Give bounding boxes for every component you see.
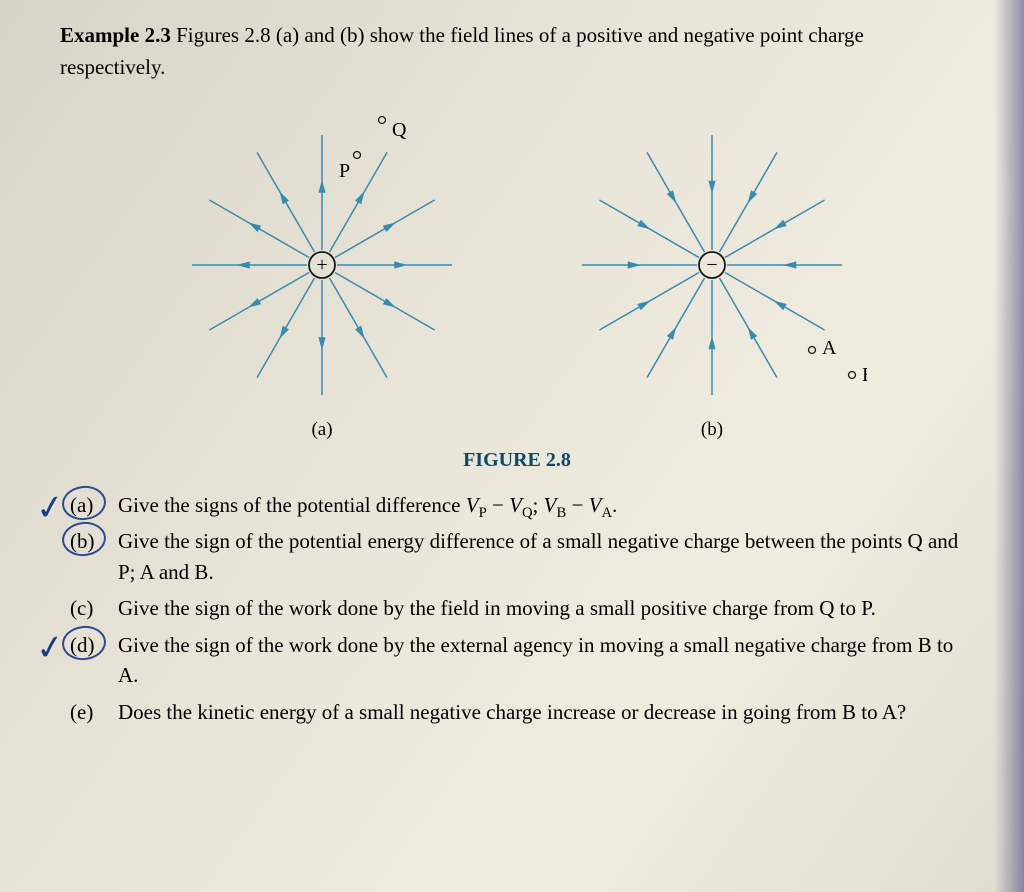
- checkmark-icon: ✓: [33, 482, 68, 535]
- question-d-tag: (d): [70, 630, 118, 660]
- question-c-tag: (c): [70, 593, 118, 623]
- question-c-text: Give the sign of the work done by the fi…: [118, 593, 974, 623]
- question-b-tag: (b): [70, 526, 118, 556]
- svg-text:−: −: [706, 254, 717, 276]
- question-d: ✓ (d) Give the sign of the work done by …: [70, 630, 974, 691]
- question-c: (c) Give the sign of the work done by th…: [70, 593, 974, 623]
- question-e-text: Does the kinetic energy of a small negat…: [118, 697, 974, 727]
- svg-text:A: A: [822, 337, 837, 359]
- question-b: (b) Give the sign of the potential energ…: [70, 526, 974, 587]
- figure-b-diagram: − A B: [557, 95, 867, 415]
- question-d-text: Give the sign of the work done by the ex…: [118, 630, 974, 691]
- question-b-text: Give the sign of the potential energy di…: [118, 526, 974, 587]
- svg-text:+: +: [316, 254, 327, 276]
- questions-list: ✓ (a) Give the signs of the potential di…: [70, 490, 974, 727]
- figure-row: + P Q (a) − A B (b): [60, 95, 974, 441]
- example-number: Example 2.3: [60, 23, 171, 47]
- svg-text:Q: Q: [392, 119, 407, 141]
- question-e: (e) Does the kinetic energy of a small n…: [70, 697, 974, 727]
- checkmark-icon: ✓: [33, 622, 68, 675]
- figure-a-column: + P Q (a): [167, 95, 477, 441]
- question-a: ✓ (a) Give the signs of the potential di…: [70, 490, 974, 520]
- question-a-tag: (a): [70, 490, 118, 520]
- example-text: Figures 2.8 (a) and (b) show the field l…: [60, 23, 864, 79]
- svg-text:B: B: [862, 364, 867, 386]
- figure-b-column: − A B (b): [557, 95, 867, 441]
- question-e-tag: (e): [70, 697, 118, 727]
- example-intro: Example 2.3 Figures 2.8 (a) and (b) show…: [60, 20, 974, 83]
- figure-title: FIGURE 2.8: [60, 449, 974, 472]
- figure-a-diagram: + P Q: [167, 95, 477, 415]
- question-a-text: Give the signs of the potential differen…: [118, 490, 974, 520]
- figure-b-label: (b): [701, 419, 723, 441]
- figure-a-label: (a): [311, 419, 332, 441]
- svg-text:P: P: [339, 160, 350, 182]
